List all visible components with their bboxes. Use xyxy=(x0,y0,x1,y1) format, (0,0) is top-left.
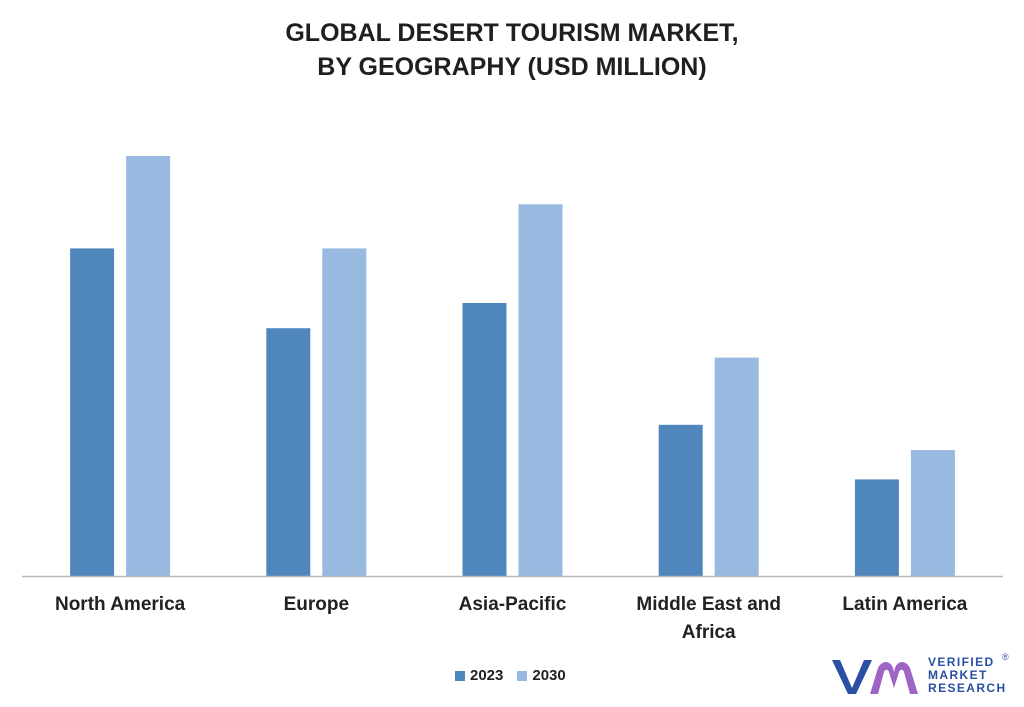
category-label-europe: Europe xyxy=(284,594,349,615)
category-label-latin-america: Latin America xyxy=(842,594,967,615)
legend-label-2023: 2023 xyxy=(470,667,504,684)
category-labels: North America Europe Asia-Pacific Middle Ea… xyxy=(55,594,968,643)
legend-swatch-2023 xyxy=(455,670,465,681)
category-label-asia-pacific: Asia-Pacific xyxy=(459,594,567,615)
category-label-middle-east-and-africa: Middle East and Africa xyxy=(636,594,781,643)
vmr-logo: VERIFIED MARKET RESEARCH ® xyxy=(830,652,1014,698)
bar-north-america-2023 xyxy=(70,248,115,576)
legend: 2023 2030 xyxy=(455,667,566,684)
registered-mark: ® xyxy=(1002,652,1009,662)
legend-item-2030: 2030 xyxy=(517,667,566,684)
bar-latin-america-2023 xyxy=(854,479,899,576)
category-label-north-america: North America xyxy=(55,594,186,615)
bar-latin-america-2030 xyxy=(910,450,955,576)
bar-asia-pacific-2030 xyxy=(518,204,563,577)
bars-layer xyxy=(70,156,955,577)
vmr-logo-text: VERIFIED MARKET RESEARCH xyxy=(928,656,1007,695)
chart-title: GLOBAL DESERT TOURISM MARKET, BY GEOGRAP… xyxy=(0,16,1024,84)
legend-label-2030: 2030 xyxy=(532,667,566,684)
bar-asia-pacific-2023 xyxy=(462,303,507,576)
logo-line-research: RESEARCH xyxy=(928,681,1007,695)
vmr-logo-icon xyxy=(832,660,918,694)
logo-line-verified: VERIFIED xyxy=(928,655,995,669)
bar-europe-2030 xyxy=(322,248,367,576)
bar-europe-2023 xyxy=(266,328,311,576)
bar-middle-east-and-africa-2030 xyxy=(714,357,759,576)
bar-chart: North America Europe Asia-Pacific Middle Ea… xyxy=(22,156,1003,643)
bar-north-america-2030 xyxy=(126,156,171,576)
legend-swatch-2030 xyxy=(517,670,528,681)
chart-title-line-1: GLOBAL DESERT TOURISM MARKET, xyxy=(285,19,739,47)
logo-line-market: MARKET xyxy=(928,668,988,682)
bar-middle-east-and-africa-2023 xyxy=(658,424,703,576)
legend-item-2023: 2023 xyxy=(455,667,503,684)
chart-title-line-2: BY GEOGRAPHY (USD MILLION) xyxy=(317,53,707,81)
